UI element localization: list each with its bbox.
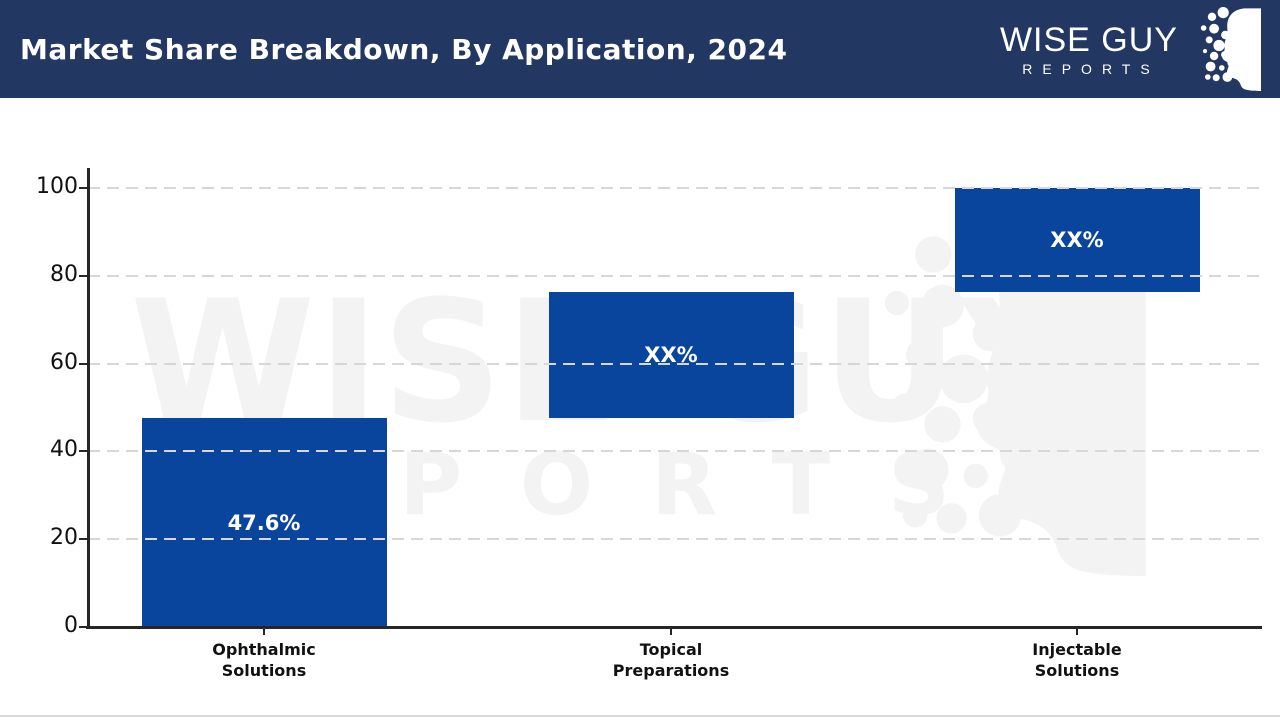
y-tick-label: 100 — [36, 174, 78, 199]
gridline — [88, 450, 1262, 453]
x-tick-mark — [670, 627, 672, 635]
x-category-label-line: Solutions — [221, 660, 307, 680]
y-axis-line — [87, 168, 90, 628]
x-axis-line — [86, 626, 1262, 629]
x-category-label: Topical Preparations — [521, 640, 821, 682]
footer-divider — [0, 715, 1280, 717]
gridline — [88, 362, 1262, 365]
bar-segment: XX% — [954, 188, 1200, 293]
y-tick-label: 80 — [50, 261, 78, 287]
y-tick-label: 20 — [50, 525, 78, 551]
x-category-label-line: Solutions — [1034, 660, 1120, 680]
y-tick-mark — [79, 274, 88, 277]
x-category-label-line: Preparations — [612, 660, 730, 680]
brand-wordmark: WISE GUY REPORTS — [1000, 23, 1178, 76]
x-tick-mark — [1076, 627, 1078, 635]
x-category-label-line: Ophthalmic — [212, 640, 316, 659]
bar-value-label: XX% — [1050, 228, 1104, 253]
y-tick-mark — [79, 626, 88, 628]
header: Market Share Breakdown, By Application, … — [0, 0, 1280, 98]
brand-logo: WISE GUY REPORTS — [1000, 7, 1272, 91]
bar-segment: 47.6% — [141, 418, 387, 627]
gridline — [88, 538, 1262, 541]
face-dots-icon — [1200, 7, 1261, 91]
y-tick-mark — [79, 450, 88, 453]
bar-segment: XX% — [548, 292, 794, 419]
x-category-label: Ophthalmic Solutions — [114, 640, 414, 682]
page-title: Market Share Breakdown, By Application, … — [20, 32, 788, 66]
bar-value-label: 47.6% — [227, 510, 301, 535]
x-category-label: Injectable Solutions — [927, 640, 1227, 682]
y-tick-label: 40 — [50, 437, 78, 463]
brand-name: WISE GUY — [999, 20, 1178, 59]
gridline — [88, 274, 1262, 277]
y-tick-label: 0 — [64, 613, 78, 638]
y-tick-mark — [79, 187, 88, 189]
y-tick-mark — [79, 362, 88, 365]
x-category-label-line: Injectable — [1032, 640, 1122, 659]
y-tick-mark — [79, 538, 88, 541]
gridline — [88, 187, 1262, 189]
x-category-label-line: Topical — [639, 640, 703, 659]
brand-subtitle: REPORTS — [1022, 60, 1160, 77]
y-tick-label: 60 — [50, 349, 78, 375]
x-tick-mark — [263, 627, 265, 635]
